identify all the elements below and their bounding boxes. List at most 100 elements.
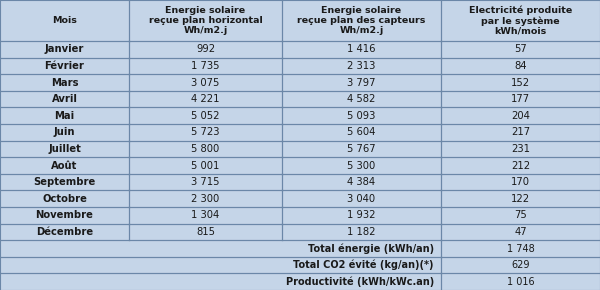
Text: 47: 47: [514, 227, 527, 237]
Text: 3 075: 3 075: [191, 77, 220, 88]
Text: 4 384: 4 384: [347, 177, 376, 187]
Text: 75: 75: [514, 210, 527, 220]
Bar: [282, 157, 441, 174]
Bar: [129, 0, 282, 41]
Text: 1 304: 1 304: [191, 210, 220, 220]
Bar: [282, 91, 441, 107]
Text: 1 748: 1 748: [506, 244, 535, 253]
Text: 1 416: 1 416: [347, 44, 376, 54]
Bar: [129, 107, 282, 124]
Text: 1 735: 1 735: [191, 61, 220, 71]
Text: 170: 170: [511, 177, 530, 187]
Bar: [0, 240, 441, 257]
Text: Total énergie (kWh/an): Total énergie (kWh/an): [308, 243, 434, 254]
Bar: [282, 0, 441, 41]
Bar: [282, 107, 441, 124]
Text: 231: 231: [511, 144, 530, 154]
Text: 5 604: 5 604: [347, 127, 376, 137]
Bar: [129, 74, 282, 91]
Bar: [282, 207, 441, 224]
Bar: [441, 224, 600, 240]
Text: Energie solaire
reçue plan des capteurs
Wh/m2.j: Energie solaire reçue plan des capteurs …: [298, 6, 425, 35]
Bar: [282, 191, 441, 207]
Bar: [441, 240, 600, 257]
Bar: [0, 224, 129, 240]
Text: 992: 992: [196, 44, 215, 54]
Bar: [129, 224, 282, 240]
Bar: [441, 0, 600, 41]
Text: Juin: Juin: [54, 127, 75, 137]
Text: 5 001: 5 001: [191, 160, 220, 171]
Text: Août: Août: [52, 160, 77, 171]
Bar: [441, 257, 600, 273]
Text: 5 723: 5 723: [191, 127, 220, 137]
Bar: [282, 224, 441, 240]
Bar: [441, 207, 600, 224]
Text: 212: 212: [511, 160, 530, 171]
Bar: [0, 91, 129, 107]
Text: 2 313: 2 313: [347, 61, 376, 71]
Bar: [0, 257, 441, 273]
Text: Janvier: Janvier: [45, 44, 84, 54]
Text: Mois: Mois: [52, 16, 77, 25]
Bar: [282, 174, 441, 191]
Bar: [129, 174, 282, 191]
Text: Février: Février: [44, 61, 85, 71]
Bar: [0, 207, 129, 224]
Bar: [0, 124, 129, 141]
Bar: [129, 91, 282, 107]
Bar: [282, 124, 441, 141]
Text: 1 182: 1 182: [347, 227, 376, 237]
Text: 4 221: 4 221: [191, 94, 220, 104]
Bar: [0, 107, 129, 124]
Text: Total CO2 évité (kg/an)(*): Total CO2 évité (kg/an)(*): [293, 260, 434, 270]
Bar: [0, 0, 129, 41]
Text: Avril: Avril: [52, 94, 77, 104]
Bar: [129, 41, 282, 58]
Bar: [441, 107, 600, 124]
Text: 122: 122: [511, 194, 530, 204]
Text: 177: 177: [511, 94, 530, 104]
Bar: [441, 141, 600, 157]
Bar: [441, 74, 600, 91]
Text: Décembre: Décembre: [36, 227, 93, 237]
Bar: [441, 191, 600, 207]
Bar: [129, 191, 282, 207]
Text: 57: 57: [514, 44, 527, 54]
Text: 3 715: 3 715: [191, 177, 220, 187]
Bar: [441, 174, 600, 191]
Text: 84: 84: [514, 61, 527, 71]
Text: 1 932: 1 932: [347, 210, 376, 220]
Text: 815: 815: [196, 227, 215, 237]
Bar: [129, 207, 282, 224]
Text: Octobre: Octobre: [42, 194, 87, 204]
Bar: [0, 41, 129, 58]
Text: Mars: Mars: [51, 77, 78, 88]
Text: Electricité produite
par le système
kWh/mois: Electricité produite par le système kWh/…: [469, 5, 572, 36]
Text: 5 052: 5 052: [191, 111, 220, 121]
Bar: [0, 141, 129, 157]
Text: Septembre: Septembre: [34, 177, 95, 187]
Text: 5 767: 5 767: [347, 144, 376, 154]
Bar: [129, 124, 282, 141]
Bar: [441, 273, 600, 290]
Text: Novembre: Novembre: [35, 210, 94, 220]
Bar: [282, 74, 441, 91]
Text: 3 797: 3 797: [347, 77, 376, 88]
Bar: [441, 91, 600, 107]
Bar: [441, 124, 600, 141]
Bar: [282, 41, 441, 58]
Text: 204: 204: [511, 111, 530, 121]
Text: Productivité (kWh/kWc.an): Productivité (kWh/kWc.an): [286, 276, 434, 287]
Text: 5 300: 5 300: [347, 160, 376, 171]
Bar: [129, 141, 282, 157]
Bar: [282, 141, 441, 157]
Text: 629: 629: [511, 260, 530, 270]
Bar: [0, 74, 129, 91]
Bar: [441, 58, 600, 74]
Bar: [0, 174, 129, 191]
Bar: [129, 157, 282, 174]
Bar: [441, 41, 600, 58]
Text: 5 093: 5 093: [347, 111, 376, 121]
Text: Energie solaire
reçue plan horizontal
Wh/m2.j: Energie solaire reçue plan horizontal Wh…: [149, 6, 262, 35]
